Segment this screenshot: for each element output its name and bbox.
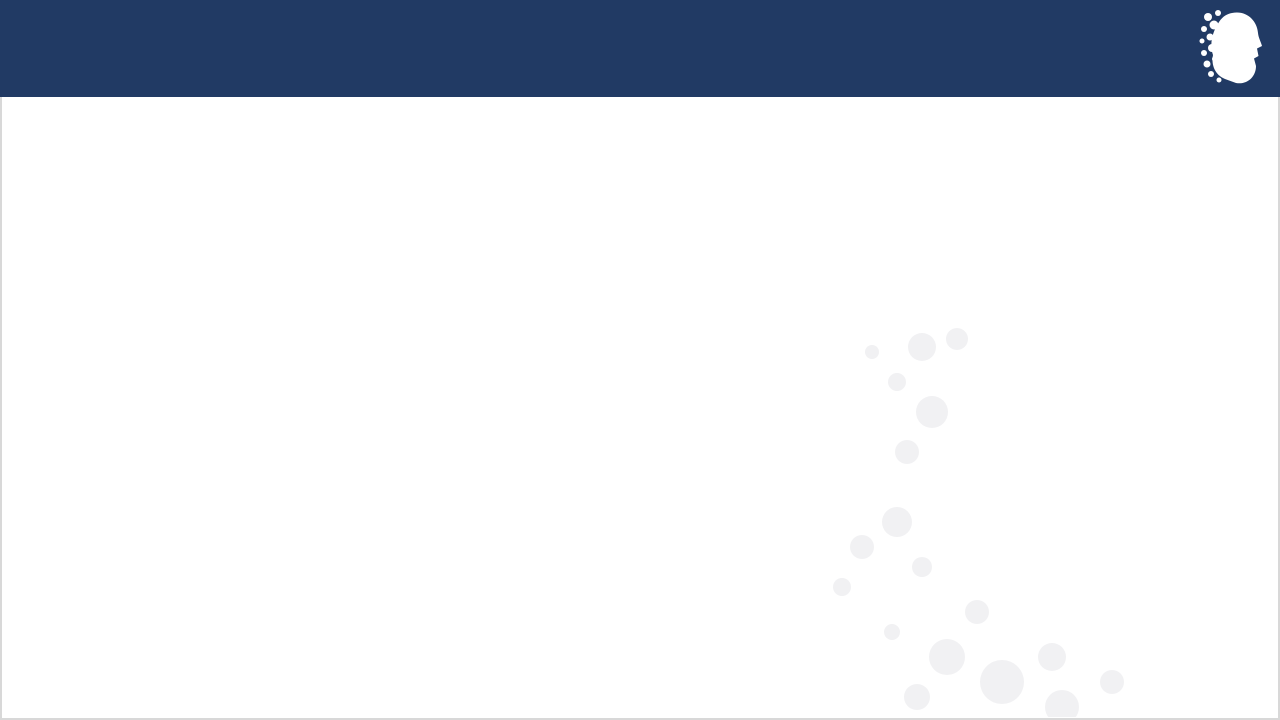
header-bar xyxy=(0,0,1280,97)
logo-text xyxy=(1182,47,1192,51)
watermark-face-icon xyxy=(802,217,1242,718)
chart-area xyxy=(0,97,1280,720)
logo-face-icon xyxy=(1198,7,1262,91)
wiseguy-logo xyxy=(1182,7,1262,91)
